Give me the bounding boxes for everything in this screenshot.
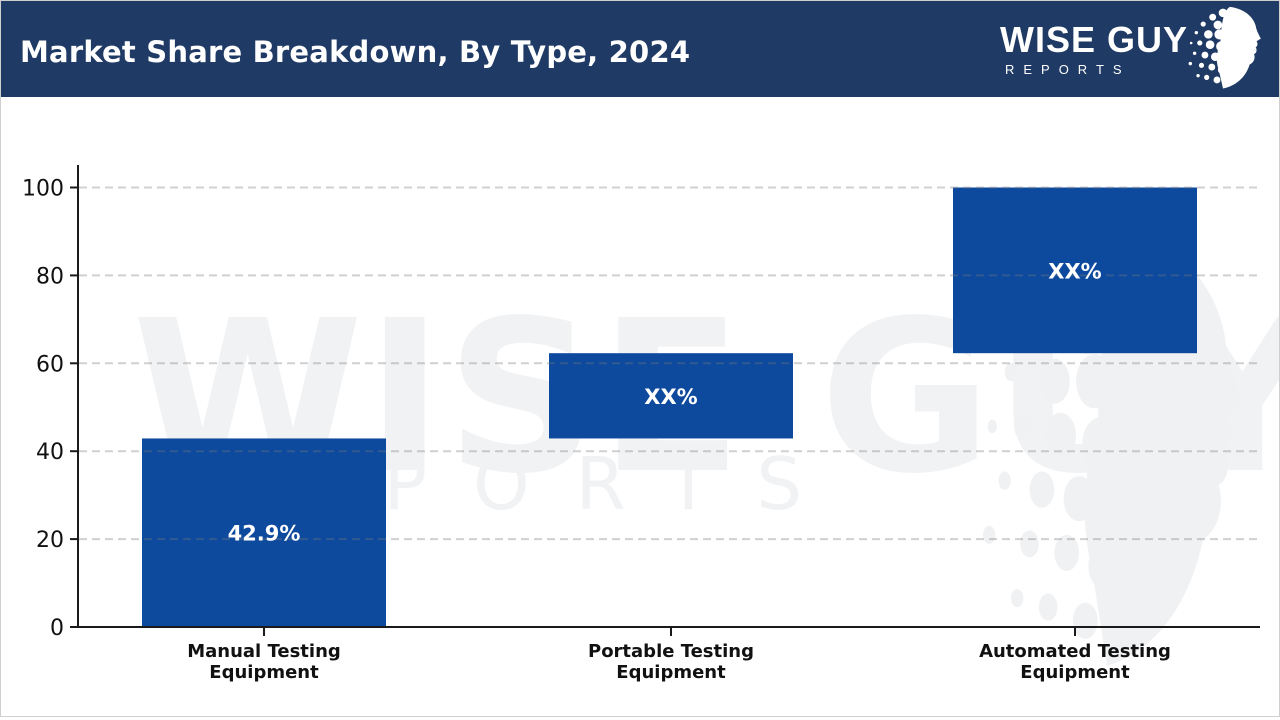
y-tick-label: 40 [36,440,64,465]
bar-manual-testing-equipment [142,438,386,627]
chart-canvas: 0 20 40 60 80 100 42.9% Manual Testing Equipment… [22,165,1260,683]
bar-value-label: XX% [1048,259,1101,283]
y-tick-label: 100 [22,177,64,202]
bar-value-label: XX% [644,385,697,409]
y-tick-label: 80 [36,264,64,289]
category-label: Portable Testing Equipment [588,641,754,683]
category-label: Automated Testing Equipment [979,641,1171,683]
brand-face-icon [1180,3,1266,95]
page-title: Market Share Breakdown, By Type, 2024 [20,34,691,69]
y-tick-label: 0 [50,616,64,641]
brand-logo-text: WISE GUY REPORTS [999,18,1188,77]
brand-logo: WISE GUY REPORTS [1000,0,1266,97]
bar-value-label: 42.9% [228,522,301,546]
y-tick-label: 20 [36,528,64,553]
y-tick-label: 60 [36,352,64,377]
brand-name: WISE GUY [999,18,1188,60]
category-label: Manual Testing Equipment [187,641,341,683]
brand-subtitle: REPORTS [1004,61,1131,77]
header: Market Share Breakdown, By Type, 2024 WI… [0,0,1280,97]
bar-portable-testing-equipment [549,353,793,439]
